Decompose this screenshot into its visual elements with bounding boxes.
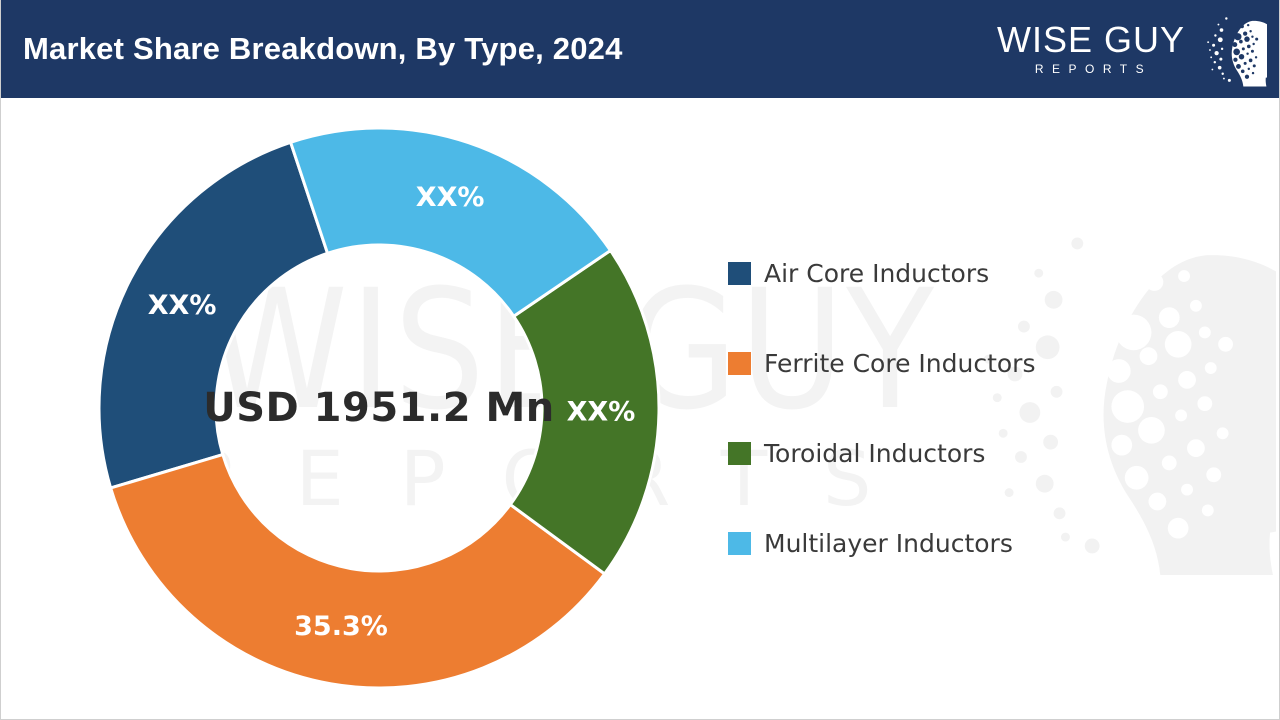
- logo-subtitle: REPORTS: [1034, 62, 1153, 76]
- slice-air-core-inductors: [97, 140, 330, 490]
- legend-swatch: [728, 531, 751, 555]
- donut-chart: XX% 35.3% XX% XX%: [97, 126, 661, 690]
- chart-center-value: USD 1951.2 Mn: [203, 385, 555, 431]
- slice-multilayer-inductors: [288, 126, 613, 319]
- legend: Air Core Inductors Ferrite Core Inductors…: [728, 258, 1035, 558]
- legend-swatch: [728, 261, 751, 285]
- slice-toroidal-inductors: [508, 248, 661, 576]
- wiseguy-logo: WISE GUY REPORTS: [997, 10, 1267, 88]
- legend-label: Air Core Inductors: [764, 258, 990, 288]
- legend-label: Multilayer Inductors: [764, 528, 1013, 558]
- slice-label-multilayer-inductors: XX%: [416, 182, 485, 213]
- legend-item-multilayer-inductors: Multilayer Inductors: [728, 528, 1035, 558]
- slice-ferrite-core-inductors: [108, 452, 607, 690]
- legend-label: Ferrite Core Inductors: [764, 348, 1036, 378]
- legend-label: Toroidal Inductors: [764, 438, 986, 468]
- header: Market Share Breakdown, By Type, 2024 WI…: [1, 0, 1279, 98]
- slice-label-air-core-inductors: XX%: [148, 290, 217, 321]
- slice-label-toroidal-inductors: XX%: [567, 397, 636, 428]
- legend-item-air-core-inductors: Air Core Inductors: [728, 258, 1035, 288]
- wiseguy-head-icon: [1179, 10, 1267, 88]
- legend-swatch: [728, 351, 751, 375]
- logo-text: WISE GUY REPORTS: [996, 19, 1185, 77]
- legend-item-toroidal-inductors: Toroidal Inductors: [728, 438, 1035, 468]
- logo-wordmark: WISE GUY: [996, 19, 1185, 60]
- page-title: Market Share Breakdown, By Type, 2024: [23, 31, 623, 66]
- slice-label-ferrite-core-inductors: 35.3%: [294, 611, 388, 642]
- legend-swatch: [728, 441, 751, 465]
- legend-item-ferrite-core-inductors: Ferrite Core Inductors: [728, 348, 1035, 378]
